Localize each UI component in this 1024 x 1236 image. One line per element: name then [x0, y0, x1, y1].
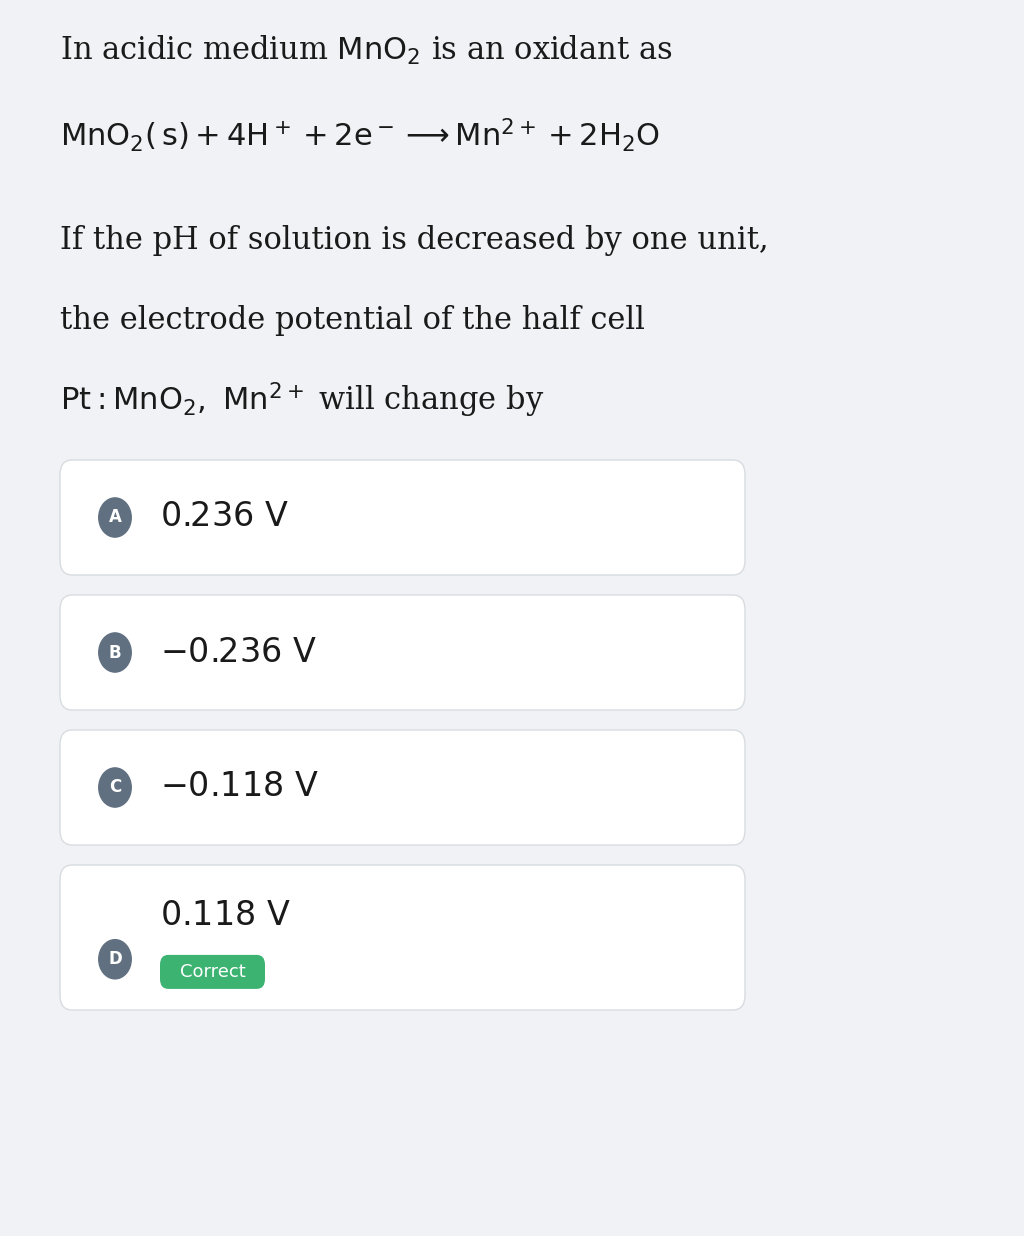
FancyBboxPatch shape	[160, 955, 265, 989]
Text: A: A	[109, 508, 122, 527]
Text: In acidic medium $\mathrm{MnO_2}$ is an oxidant as: In acidic medium $\mathrm{MnO_2}$ is an …	[60, 33, 673, 67]
Text: $0.118\ \mathrm{V}$: $0.118\ \mathrm{V}$	[160, 900, 291, 932]
Text: $-0.236\ \mathrm{V}$: $-0.236\ \mathrm{V}$	[160, 637, 317, 669]
Circle shape	[98, 633, 131, 672]
Text: $\mathrm{MnO_2(\,s) + 4H^+ + 2e^- \longrightarrow Mn^{2+} + 2H_2O}$: $\mathrm{MnO_2(\,s) + 4H^+ + 2e^- \longr…	[60, 116, 660, 153]
FancyBboxPatch shape	[60, 595, 745, 709]
FancyBboxPatch shape	[60, 865, 745, 1010]
Text: D: D	[109, 950, 122, 968]
FancyBboxPatch shape	[60, 730, 745, 845]
Circle shape	[98, 939, 131, 979]
Text: $0.236\ \mathrm{V}$: $0.236\ \mathrm{V}$	[160, 502, 289, 534]
Text: C: C	[109, 779, 121, 796]
Circle shape	[98, 768, 131, 807]
FancyBboxPatch shape	[60, 460, 745, 575]
Text: the electrode potential of the half cell: the electrode potential of the half cell	[60, 304, 645, 335]
Text: $\mathrm{Pt : MnO_2,\ Mn^{2+}}$ will change by: $\mathrm{Pt : MnO_2,\ Mn^{2+}}$ will cha…	[60, 381, 544, 420]
Text: Correct: Correct	[179, 963, 246, 981]
Text: If the pH of solution is decreased by one unit,: If the pH of solution is decreased by on…	[60, 225, 769, 256]
Circle shape	[98, 498, 131, 538]
Text: B: B	[109, 644, 121, 661]
Text: $-0.118\ \mathrm{V}$: $-0.118\ \mathrm{V}$	[160, 771, 318, 803]
